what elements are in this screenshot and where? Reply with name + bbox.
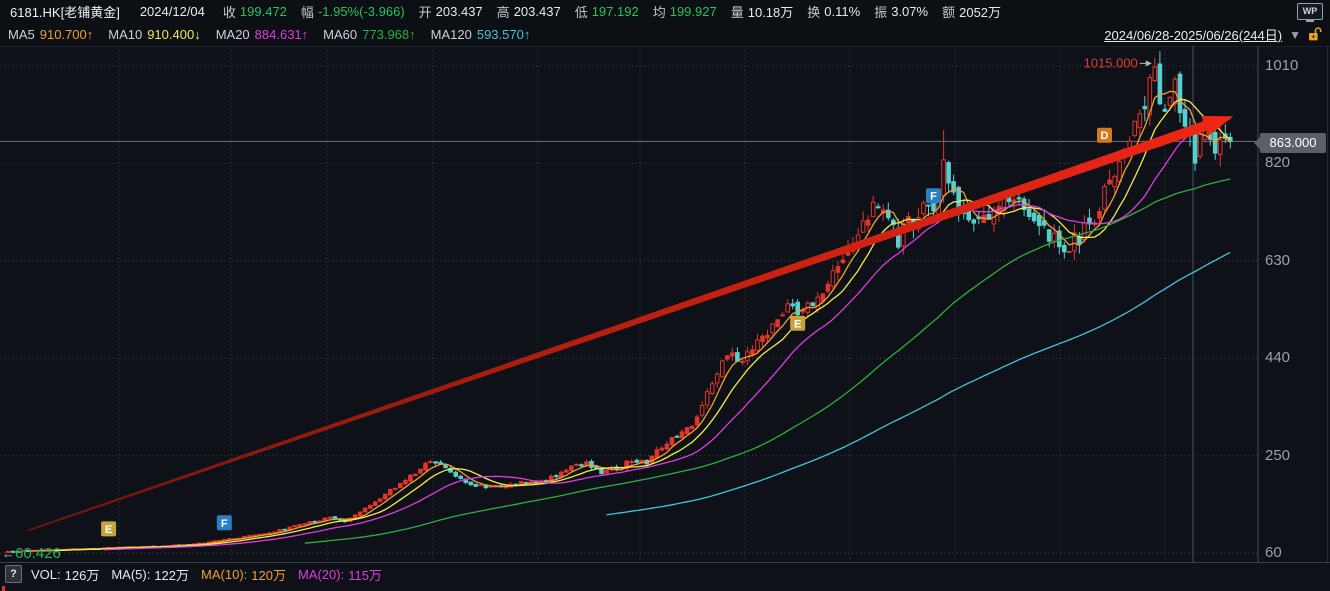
svg-text:F: F (930, 191, 937, 203)
svg-text:E: E (794, 318, 801, 330)
window-right-edge (1327, 46, 1328, 583)
range-dropdown-icon[interactable]: ▼ (1289, 27, 1301, 42)
help-icon[interactable]: ? (5, 565, 22, 583)
svg-text:←: ← (2, 546, 15, 561)
ma-line-20 (103, 118, 1231, 551)
quote-header-row: 6181.HK[老铺黄金] 2024/12/04 收 199.472 幅 -1.95%… (0, 0, 1330, 23)
event-marker-E[interactable]: E (101, 521, 117, 537)
volume-pane-strip (0, 584, 1330, 591)
wp-window-icon[interactable]: WP (1297, 3, 1323, 22)
y-axis-tick: 820 (1265, 154, 1291, 172)
legend-ma20: MA20 884.631↑ (215, 27, 309, 42)
legend-ma120: MA120 593.570↑ (430, 27, 531, 42)
period-high-annotation: 1015.000 (1084, 55, 1152, 70)
y-axis-tick: 440 (1265, 349, 1291, 367)
date-range-selector[interactable]: 2024/06/28-2025/06/26(244日) (1104, 28, 1283, 43)
vol-field-vol-ma10: MA(10): 120万 (201, 566, 286, 583)
field-turnover: 换 0.11% (807, 4, 861, 20)
vol-field-vol: VOL: 126万 (31, 566, 100, 583)
ma-line-120 (606, 251, 1231, 516)
field-open: 开 203.437 (418, 4, 483, 20)
ma-legend-row: MA5 910.700↑ MA10 910.400↓ MA20 884.631↑ MA60 7… (0, 23, 1330, 47)
svg-text:E: E (105, 524, 112, 536)
svg-text:1015.000: 1015.000 (1084, 55, 1138, 70)
field-volume: 量 10.18万 (730, 5, 794, 20)
event-marker-F[interactable]: F (216, 515, 232, 531)
y-axis-tick: 1010 (1265, 57, 1299, 74)
field-amplitude: 振 3.07% (874, 4, 929, 20)
legend-ma60: MA60 773.968↑ (323, 27, 416, 42)
ma-line-10 (53, 98, 1231, 552)
svg-text:F: F (221, 518, 228, 530)
y-axis-tick: 60 (1265, 544, 1282, 561)
volume-bar (2, 586, 5, 591)
trend-arrow[interactable] (27, 116, 1234, 532)
svg-text:60.426: 60.426 (15, 545, 61, 562)
vol-field-vol-ma20: MA(20): 115万 (297, 566, 382, 583)
period-low-annotation: ← 60.426 (2, 545, 61, 562)
legend-ma10: MA10 910.400↓ (108, 27, 201, 42)
range-controls: 2024/06/28-2025/06/26(244日) ▼ (1104, 23, 1322, 46)
field-change: 幅 -1.95%(-3.966) (300, 4, 405, 20)
volume-fields: VOL: 126万 MA(5): 122万 MA(10): 120万 MA(20): 115万 (31, 565, 394, 584)
ma-legend-items: MA5 910.700↑ MA10 910.400↓ MA20 884.631↑ MA60 7… (8, 27, 545, 42)
ma-line-60 (304, 178, 1231, 544)
vol-field-vol-ma5: MA(5): 122万 (111, 566, 190, 583)
candles-layer (5, 51, 1233, 553)
event-marker-E[interactable]: E (790, 315, 806, 331)
svg-text:D: D (1101, 130, 1109, 142)
field-avg: 均 199.927 (652, 4, 717, 20)
quote-fields: 收 199.472 幅 -1.95%(-3.966) 开 203.437 高 203.437 低… (223, 2, 1015, 21)
legend-ma5: MA5 910.700↑ (8, 27, 94, 42)
unlocked-lock-icon[interactable] (1308, 27, 1322, 42)
y-axis-tick: 250 (1265, 446, 1291, 464)
field-high: 高 203.437 (496, 4, 561, 20)
volume-header-row: ? VOL: 126万 MA(5): 122万 MA(10): 120万 MA(20): 11… (0, 562, 1330, 585)
stock-symbol: 6181.HK[老铺黄金] (10, 5, 120, 20)
field-close: 收 199.472 (222, 4, 287, 20)
field-low: 低 197.192 (574, 4, 639, 20)
last-price-badge: 863.000 (1254, 133, 1326, 153)
quote-date: 2024/12/04 (139, 4, 205, 19)
event-marker-F[interactable]: F (926, 188, 941, 204)
event-marker-D[interactable]: D (1097, 127, 1112, 143)
y-axis-tick: 630 (1265, 251, 1291, 269)
field-amount: 额 2052万 (942, 5, 1002, 20)
